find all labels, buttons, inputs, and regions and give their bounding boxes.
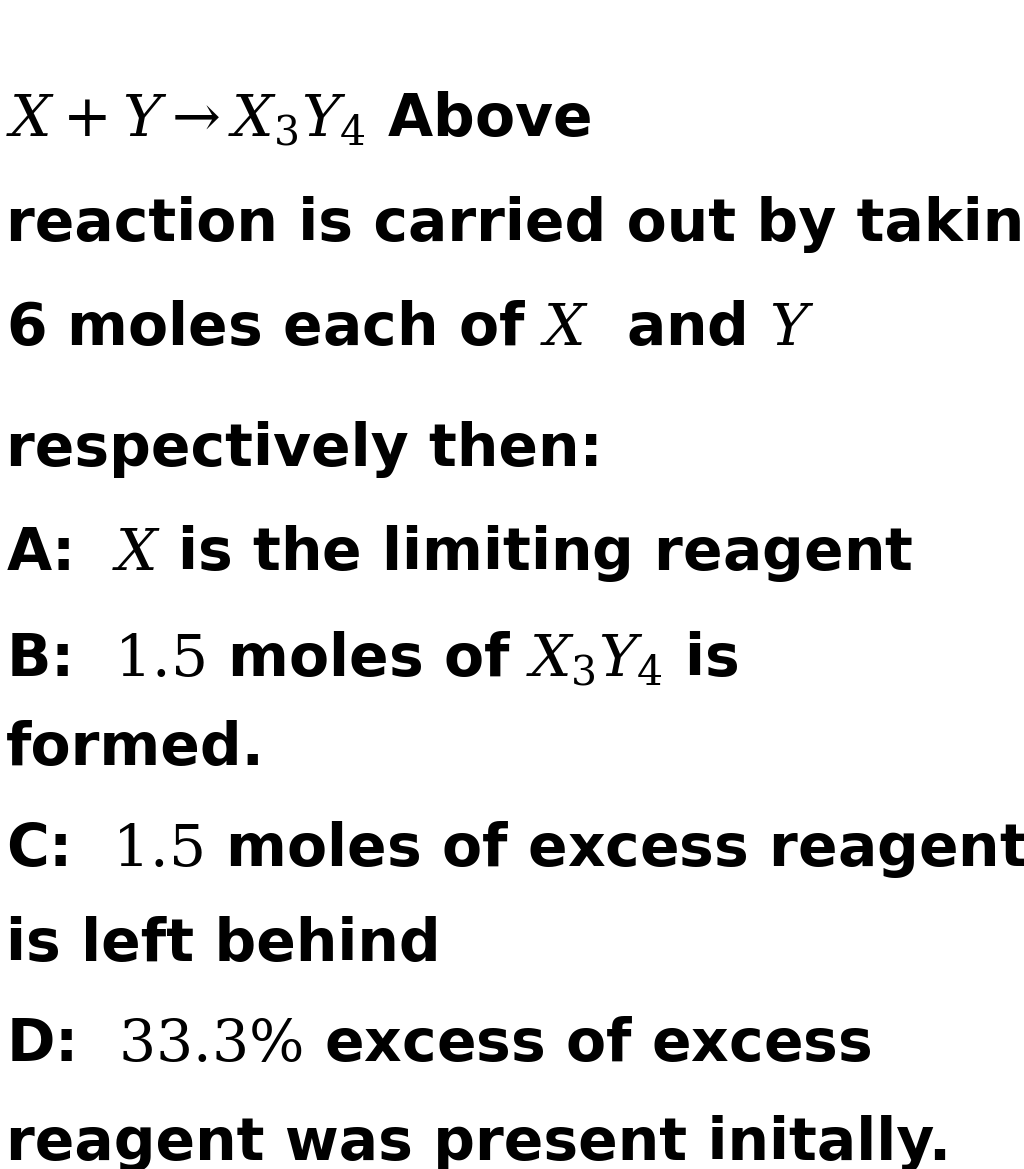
Text: respectively then:: respectively then: — [5, 421, 602, 477]
Text: A:  $X$ is the limiting reagent: A: $X$ is the limiting reagent — [5, 524, 912, 584]
Text: formed.: formed. — [5, 720, 264, 777]
Text: B:  $1.5$ moles of $X_3Y_4$ is: B: $1.5$ moles of $X_3Y_4$ is — [5, 630, 738, 689]
Text: 6 moles each of $X$  and $Y$: 6 moles each of $X$ and $Y$ — [5, 300, 814, 358]
Text: $X + Y \rightarrow X_3Y_4$ Above: $X + Y \rightarrow X_3Y_4$ Above — [5, 90, 591, 148]
Text: reagent was present initally.: reagent was present initally. — [5, 1115, 950, 1169]
Text: C:  $1.5$ moles of excess reagent: C: $1.5$ moles of excess reagent — [5, 818, 1024, 879]
Text: D:  $33.3\%$ excess of excess: D: $33.3\%$ excess of excess — [5, 1016, 871, 1072]
Text: is left behind: is left behind — [5, 915, 440, 973]
Text: reaction is carried out by taking: reaction is carried out by taking — [5, 195, 1024, 253]
